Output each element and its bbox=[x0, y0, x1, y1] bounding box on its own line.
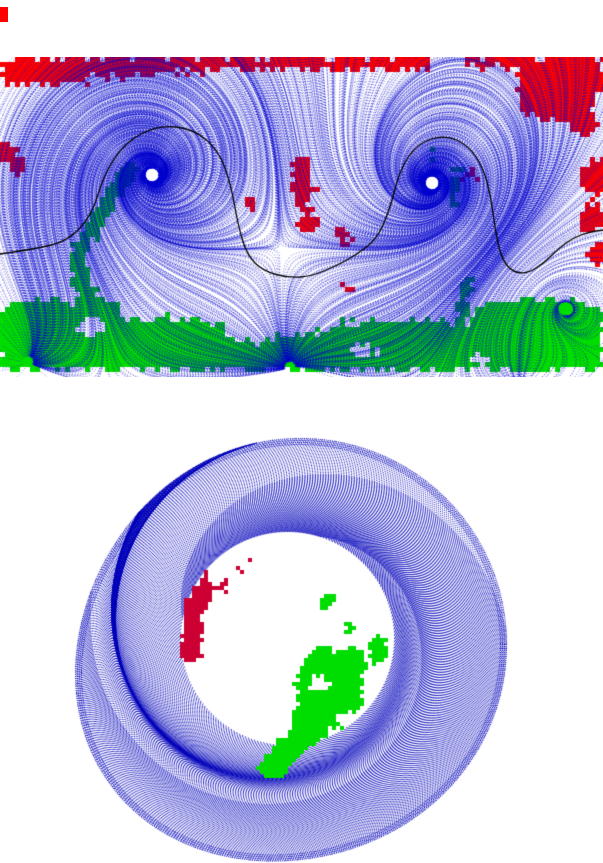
synoptic-streamline-map bbox=[0, 57, 603, 377]
stray-red-mark bbox=[0, 7, 8, 22]
polar-fieldline-view bbox=[0, 422, 603, 863]
